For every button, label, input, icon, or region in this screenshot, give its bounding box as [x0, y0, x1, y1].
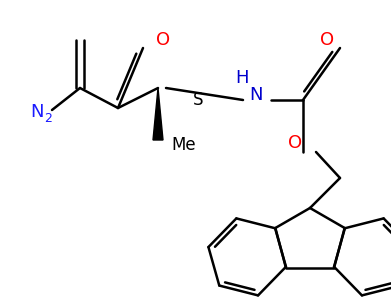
- Text: O: O: [320, 31, 334, 49]
- Text: N: N: [30, 103, 43, 121]
- Text: O: O: [288, 134, 302, 152]
- Text: H: H: [235, 69, 249, 87]
- Text: O: O: [156, 31, 170, 49]
- Text: S: S: [193, 91, 203, 109]
- Text: Me: Me: [172, 136, 196, 154]
- Text: 2: 2: [44, 111, 52, 125]
- Text: N: N: [249, 86, 263, 104]
- Polygon shape: [153, 88, 163, 140]
